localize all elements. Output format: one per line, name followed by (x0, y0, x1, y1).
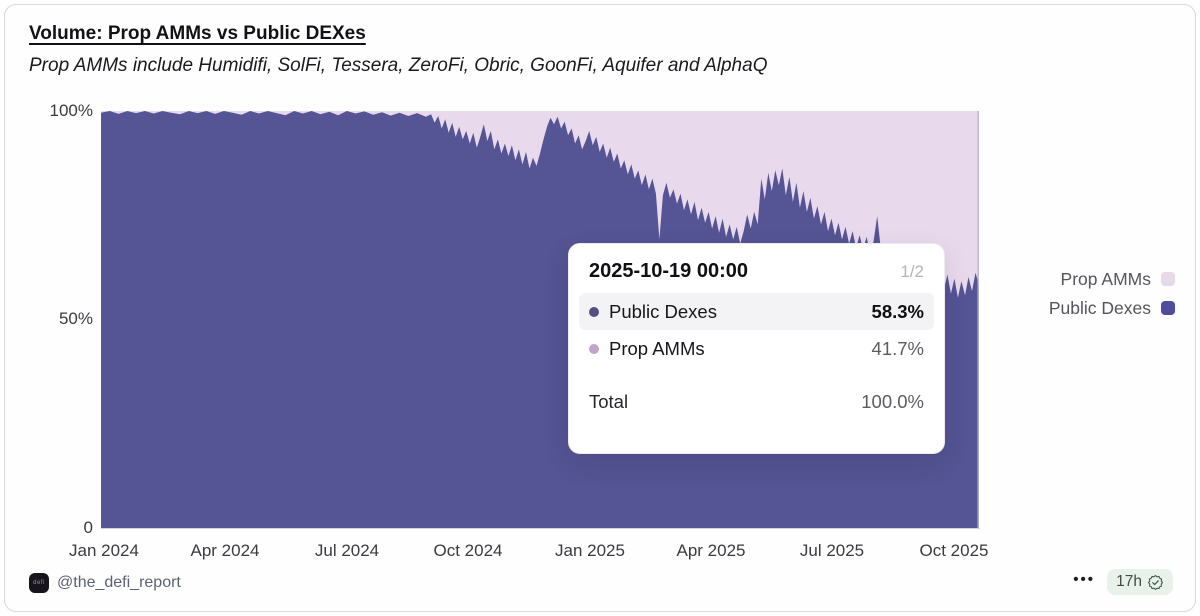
legend-item-public-dexes[interactable]: Public Dexes (1049, 296, 1175, 320)
verified-badge-icon (1147, 574, 1164, 590)
x-axis-label: Jul 2024 (314, 541, 380, 560)
x-axis-label: Apr 2024 (190, 541, 260, 560)
tooltip-date: 2025-10-19 00:00 (589, 260, 749, 282)
chart-tooltip: 2025-10-19 00:00 1/2 Public Dexes 58.3% … (568, 243, 945, 454)
chart-subtitle: Prop AMMs include Humidifi, SolFi, Tesse… (29, 55, 768, 76)
tooltip-label-public-dexes: Public Dexes (609, 300, 717, 322)
tooltip-header: 2025-10-19 00:00 1/2 (589, 260, 924, 283)
timestamp-label: 17h (1116, 573, 1142, 590)
chart-card: Volume: Prop AMMs vs Public DEXes Prop A… (4, 4, 1196, 612)
x-axis-label: Apr 2025 (676, 541, 746, 560)
tooltip-row-public-dexes: Public Dexes 58.3% (579, 293, 934, 330)
avatar: defi (29, 573, 49, 593)
chart-title: Volume: Prop AMMs vs Public DEXes (29, 23, 366, 44)
y-axis-label-50: 50% (58, 309, 93, 328)
x-axis-label: Jan 2024 (69, 541, 139, 560)
tooltip-value-prop-amms: 41.7% (871, 337, 924, 359)
tooltip-page-indicator: 1/2 (900, 262, 924, 281)
y-axis-label-0: 0 (83, 518, 93, 537)
prop-amms-dot-icon (589, 343, 599, 354)
author-handle[interactable]: @the_defi_report (57, 574, 181, 591)
timestamp-badge[interactable]: 17h (1107, 569, 1173, 595)
more-options-button[interactable]: ••• (1073, 571, 1095, 588)
legend-swatch-prop-amms (1161, 272, 1175, 286)
tooltip-value-public-dexes: 58.3% (871, 300, 924, 322)
tooltip-label-prop-amms: Prop AMMs (609, 337, 705, 359)
tooltip-total-value: 100.0% (861, 391, 924, 412)
x-axis-label: Jul 2025 (799, 541, 865, 560)
y-axis-label-100: 100% (49, 101, 93, 120)
legend-label-prop-amms: Prop AMMs (1060, 268, 1151, 289)
public-dexes-dot-icon (589, 306, 599, 317)
legend-item-prop-amms[interactable]: Prop AMMs (1061, 267, 1175, 291)
x-axis-labels: Jan 2024 Apr 2024 Jul 2024 Oct 2024 Jan 2025… (69, 541, 988, 565)
x-axis-label: Oct 2024 (433, 541, 503, 560)
legend-label-public-dexes: Public Dexes (1048, 297, 1151, 318)
x-axis-label: Oct 2025 (919, 541, 989, 560)
legend-swatch-public-dexes (1161, 301, 1175, 315)
tooltip-total-row: Total 100.0% (589, 391, 924, 413)
tooltip-total-label: Total (589, 391, 629, 412)
x-axis-label: Jan 2025 (555, 541, 625, 560)
tooltip-row-prop-amms: Prop AMMs 41.7% (579, 330, 934, 367)
x-axis-line (101, 528, 980, 529)
